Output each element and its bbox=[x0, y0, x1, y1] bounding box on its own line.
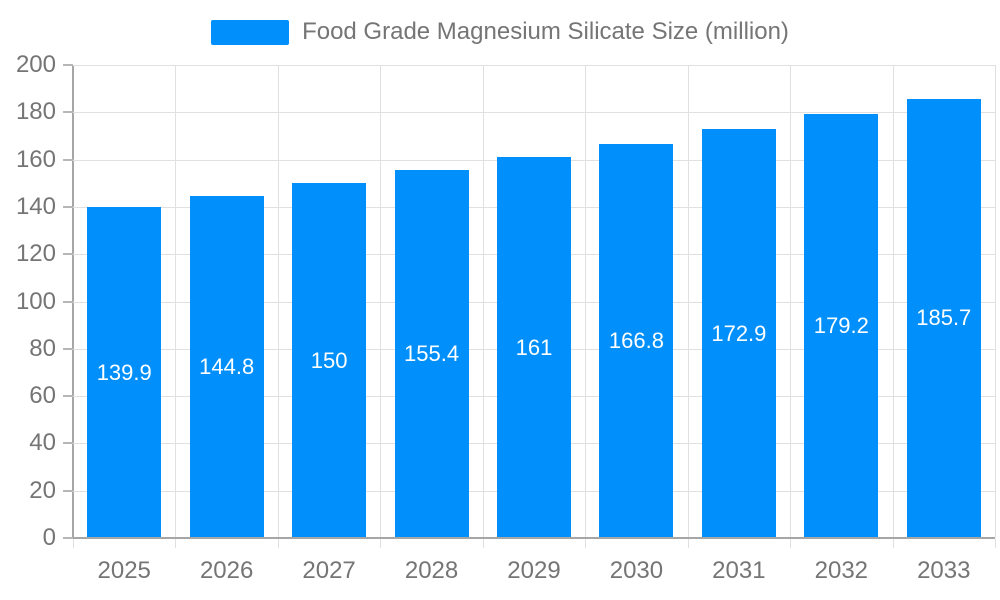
x-axis-line bbox=[63, 537, 995, 539]
x-axis-label-2025: 2025 bbox=[97, 557, 151, 584]
bar-2029[interactable] bbox=[497, 157, 571, 538]
y-axis-tick bbox=[63, 111, 73, 114]
y-axis-tick bbox=[63, 300, 73, 303]
x-axis-tick bbox=[483, 539, 484, 548]
x-axis-label-2031: 2031 bbox=[712, 557, 766, 584]
bar-value-label: 150 bbox=[310, 347, 348, 373]
x-axis-label-2033: 2033 bbox=[917, 557, 971, 584]
legend-label[interactable]: Food Grade Magnesium Silicate Size (mill… bbox=[302, 18, 789, 45]
gridline-vertical bbox=[893, 65, 894, 538]
bar-value-label: 179.2 bbox=[813, 313, 869, 339]
x-axis-tick bbox=[790, 539, 791, 548]
bar-value-label: 139.9 bbox=[96, 359, 152, 385]
x-axis-tick bbox=[688, 539, 689, 548]
x-axis-label-2030: 2030 bbox=[609, 557, 664, 584]
bar-value-label: 144.8 bbox=[199, 353, 255, 379]
y-axis-label-140: 140 bbox=[15, 192, 56, 220]
x-axis-tick bbox=[893, 539, 894, 548]
bar-2033[interactable] bbox=[906, 98, 981, 538]
y-axis-tick bbox=[63, 205, 73, 208]
y-axis-tick bbox=[63, 158, 73, 161]
x-axis-label-2029: 2029 bbox=[507, 557, 561, 584]
y-axis-tick bbox=[63, 395, 73, 398]
plot-area: 139.9 144.8 150 155.4 161 166.8 172.9 179.2 185.… bbox=[73, 65, 996, 538]
y-axis-label-200: 200 bbox=[15, 51, 56, 78]
y-axis-tick bbox=[63, 253, 73, 256]
x-axis-label-2027: 2027 bbox=[302, 557, 356, 584]
bar-2032[interactable] bbox=[804, 114, 879, 538]
y-axis-tick bbox=[63, 347, 73, 350]
x-axis-label-2026: 2026 bbox=[199, 557, 254, 584]
gridline-vertical bbox=[995, 65, 996, 538]
bar-2027[interactable] bbox=[292, 183, 367, 538]
gridline-vertical bbox=[585, 65, 586, 538]
bar-2031[interactable] bbox=[701, 129, 776, 538]
gridline-vertical bbox=[483, 65, 484, 538]
gridline-vertical bbox=[175, 65, 176, 538]
y-axis-tick bbox=[63, 64, 73, 66]
gridline-vertical bbox=[790, 65, 791, 538]
y-axis-label-100: 100 bbox=[15, 287, 56, 315]
y-axis-tick bbox=[63, 442, 73, 445]
bar-value-label: 185.7 bbox=[916, 305, 972, 331]
x-axis-tick bbox=[73, 539, 74, 548]
bar-value-label: 172.9 bbox=[711, 320, 767, 346]
y-axis-label-0: 0 bbox=[42, 524, 56, 551]
gridline-vertical bbox=[688, 65, 689, 538]
bar-value-label: 166.8 bbox=[608, 327, 664, 353]
y-axis-label-180: 180 bbox=[15, 98, 56, 126]
bar-value-label: 155.4 bbox=[404, 341, 460, 367]
y-axis-label-20: 20 bbox=[29, 476, 56, 504]
gridline-horizontal bbox=[73, 112, 995, 114]
x-axis-label-2032: 2032 bbox=[814, 557, 869, 584]
bar-2028[interactable] bbox=[394, 170, 469, 538]
bar-2030[interactable] bbox=[599, 143, 674, 538]
x-axis-tick bbox=[380, 539, 381, 548]
bar-2025[interactable] bbox=[87, 207, 162, 538]
x-axis-tick bbox=[585, 539, 586, 548]
y-axis-tick bbox=[63, 489, 73, 492]
bar-value-label: 161 bbox=[515, 334, 553, 360]
y-axis-tick bbox=[63, 537, 73, 539]
bar-2026[interactable] bbox=[189, 195, 264, 538]
gridline-vertical bbox=[278, 65, 279, 538]
x-axis-label-2028: 2028 bbox=[404, 557, 459, 584]
legend-swatch[interactable] bbox=[211, 19, 290, 45]
gridline-vertical bbox=[380, 65, 381, 538]
y-axis-label-120: 120 bbox=[15, 240, 56, 268]
x-axis-tick bbox=[175, 539, 176, 548]
gridline-horizontal bbox=[73, 65, 995, 66]
y-axis-label-60: 60 bbox=[29, 382, 56, 410]
y-axis-label-80: 80 bbox=[29, 334, 56, 362]
x-axis-tick bbox=[278, 539, 279, 548]
x-axis-tick bbox=[995, 539, 996, 548]
y-axis-label-160: 160 bbox=[15, 145, 56, 173]
legend: Food Grade Magnesium Silicate Size (mill… bbox=[0, 17, 1000, 47]
y-axis-label-40: 40 bbox=[29, 429, 56, 457]
